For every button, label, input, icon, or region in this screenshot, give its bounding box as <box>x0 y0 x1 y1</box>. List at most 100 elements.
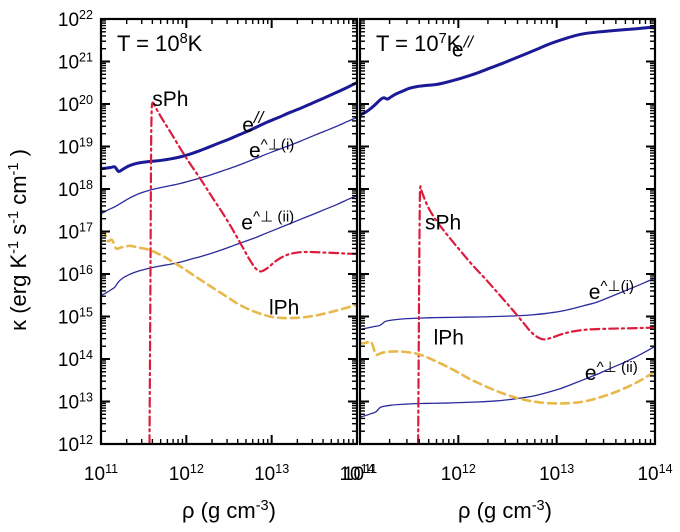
panel-right <box>358 17 657 446</box>
curves-group <box>360 25 655 444</box>
y-tick-label-14: 1014 <box>58 348 93 371</box>
curve-sph <box>417 185 655 444</box>
y-tick-label-17-exponent: 17 <box>79 221 93 235</box>
curve-annotation-e-ii-: e^⊥ (ii) <box>585 359 638 386</box>
curve-lph <box>101 230 357 320</box>
x-axis-label-close: ) <box>545 498 552 523</box>
panel-title-left-exponent: 8 <box>180 31 188 47</box>
x-tick-label-12-base: 10 <box>441 464 462 485</box>
y-tick-label-15: 1015 <box>58 306 93 329</box>
x-tick-label-12: 1012 <box>441 462 476 485</box>
curves-group <box>101 81 357 444</box>
x-tick-label-13: 1013 <box>254 462 289 485</box>
x-axis-label-close: ) <box>269 498 276 523</box>
y-tick-label-14-exponent: 14 <box>79 348 93 362</box>
ann-sup: ^⊥(i) <box>600 277 634 294</box>
curve-e-perp-ii <box>101 194 357 297</box>
panel-title-right-base: T = 10 <box>376 31 439 56</box>
x-tick-label-13-base: 10 <box>254 464 275 485</box>
curve-e-perp-ii <box>360 345 655 418</box>
x-tick-label-14: 1014 <box>637 462 672 485</box>
x-tick-label-13: 1013 <box>539 462 574 485</box>
ann-base: e <box>249 140 261 163</box>
curve-sph <box>148 101 357 444</box>
ann-base: e <box>241 212 253 235</box>
curve-annotation-e-i-: e^⊥(i) <box>249 136 294 163</box>
curve-lph <box>360 340 655 405</box>
y-tick-label-13-exponent: 13 <box>79 391 93 405</box>
curve-e- <box>101 81 357 173</box>
panel-title-left: T = 108K <box>117 31 203 56</box>
y-tick-label-12: 1012 <box>58 433 93 456</box>
x-tick-label-12-exponent: 12 <box>190 462 204 476</box>
x-tick-label-11: 1011 <box>343 462 377 485</box>
y-tick-label-19-base: 10 <box>58 138 79 159</box>
curve-annotation-e-: e// <box>452 32 475 62</box>
y-tick-label-13-base: 10 <box>58 393 79 414</box>
y-tick-label-20: 1020 <box>58 93 93 116</box>
y-tick-label-18-base: 10 <box>58 180 79 201</box>
y-tick-label-22-exponent: 22 <box>79 8 93 22</box>
x-tick-label-11-exponent: 11 <box>105 462 118 476</box>
ann-sup: // <box>463 32 476 51</box>
x-tick-label-11-exponent: 11 <box>364 462 377 476</box>
curve-annotation-sph: sPh <box>152 88 188 111</box>
x-axis-label-sup: -3 <box>256 498 269 514</box>
ann-sup: ^⊥(i) <box>261 136 295 153</box>
y-tick-label-16: 1016 <box>58 263 93 286</box>
panel-background <box>360 19 655 444</box>
y-axis-label: κ (erg K-1 s-1 cm-1 ) <box>6 149 31 331</box>
panel-title-right-tail: K <box>447 31 462 56</box>
panels-layer <box>99 17 657 446</box>
y-tick-label-21-exponent: 21 <box>79 51 93 65</box>
x-axis-label-part: ρ (g cm <box>182 498 256 523</box>
y-tick-label-12-base: 10 <box>58 435 79 456</box>
y-axis-label-part: s <box>6 224 31 241</box>
y-axis-label-part: κ (erg K <box>6 254 31 331</box>
curve-annotation-e-i-: e^⊥(i) <box>589 277 634 304</box>
y-tick-label-20-base: 10 <box>58 95 79 116</box>
curve-e-perp-i <box>101 116 357 215</box>
y-tick-label-22-base: 10 <box>58 10 79 31</box>
ann-base: e <box>242 114 254 137</box>
ann-sup: ^⊥ (ii) <box>253 208 294 225</box>
y-tick-label-16-exponent: 16 <box>79 263 93 277</box>
y-tick-label-16-base: 10 <box>58 265 79 286</box>
x-axis-label-part: ρ (g cm <box>458 498 532 523</box>
y-tick-label-21: 1021 <box>58 51 93 74</box>
ann-sup: ^⊥ (ii) <box>597 359 638 376</box>
x-tick-label-14-exponent: 14 <box>659 462 673 476</box>
curve-e-perp-i <box>360 277 655 330</box>
y-tick-label-15-base: 10 <box>58 308 79 329</box>
panel-title-right: T = 107K <box>376 31 462 56</box>
curve-annotation-sph: sPh <box>425 212 461 235</box>
ticks-group <box>359 18 656 445</box>
panel-left <box>99 17 359 446</box>
ann-base: e <box>585 362 597 385</box>
x-tick-label-13-exponent: 13 <box>275 462 289 476</box>
x-tick-label-13-base: 10 <box>539 464 560 485</box>
ann-base: e <box>589 281 601 304</box>
ticks-group <box>100 18 358 445</box>
curve-annotation-lph: lPh <box>269 297 299 320</box>
ann-base: e <box>452 39 464 62</box>
panel-title-left-base: T = 10 <box>117 31 180 56</box>
y-axis-label-sup: -1 <box>6 211 22 224</box>
panel-background <box>101 19 357 444</box>
y-tick-label-19-exponent: 19 <box>79 136 93 150</box>
y-tick-label-20-exponent: 20 <box>79 93 93 107</box>
x-tick-label-11: 1011 <box>84 462 118 485</box>
y-tick-label-13: 1013 <box>58 391 93 414</box>
curve-annotation-e-ii-: e^⊥ (ii) <box>241 208 294 235</box>
y-tick-label-12-exponent: 12 <box>79 433 93 447</box>
y-axis-label-sup: -1 <box>6 163 22 176</box>
x-axis-label-sup: -3 <box>532 498 545 514</box>
x-tick-label-11-base: 10 <box>343 464 364 485</box>
y-tick-label-15-exponent: 15 <box>79 306 93 320</box>
panel-title-left-tail: K <box>188 31 203 56</box>
x-tick-label-14-base: 10 <box>637 464 658 485</box>
x-tick-label-14-base: 10 <box>339 464 360 485</box>
y-tick-label-18: 1018 <box>58 178 93 201</box>
